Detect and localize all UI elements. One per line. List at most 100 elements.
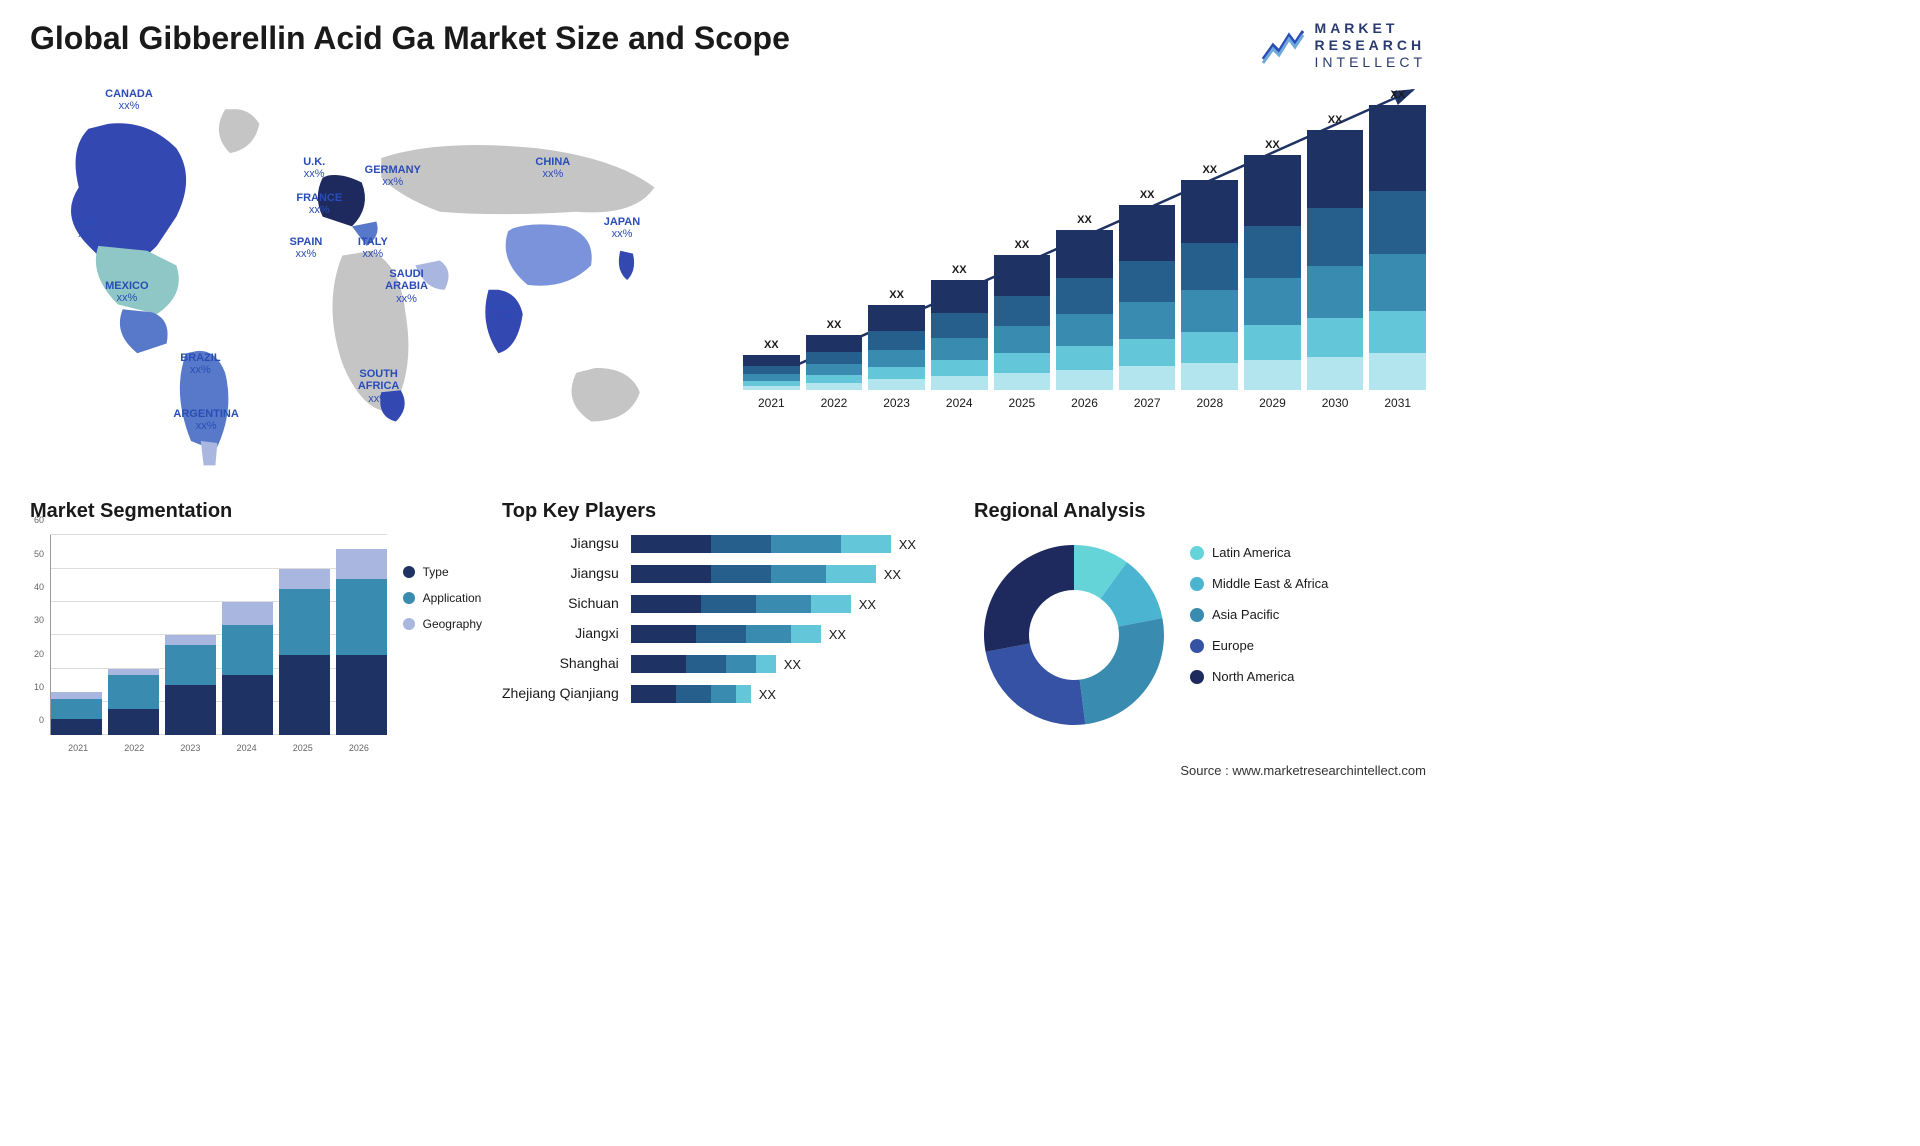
segmentation-bar [279,569,330,736]
year-label: 2022 [821,396,848,410]
bar-value-label: XX [764,339,779,351]
legend-item: Europe [1190,638,1328,653]
segmentation-legend: Type Application Geography [403,535,482,755]
country-callout: SOUTHAFRICAxx% [358,368,400,404]
year-label: 2027 [1134,396,1161,410]
y-tick-label: 40 [34,582,44,592]
bar-value-label: XX [1265,139,1280,151]
bar-value-label: XX [827,319,842,331]
year-label: 2030 [1322,396,1349,410]
legend-item: Type [403,565,482,579]
bar-value-label: XX [1140,189,1155,201]
year-label: 2028 [1196,396,1223,410]
country-callout: INDIAxx% [488,300,518,324]
regional-donut-chart [974,535,1174,735]
legend-item: Application [403,591,482,605]
regional-title: Regional Analysis [974,500,1426,523]
main-chart-bar: XX2024 [931,264,988,410]
donut-slice [984,545,1074,652]
country-callout: ITALYxx% [358,236,388,260]
legend-item: Geography [403,617,482,631]
segmentation-bar [336,549,387,736]
legend-item: Latin America [1190,545,1328,560]
player-value: XX [884,567,901,582]
player-label: Zhejiang Qianjiang [502,685,619,703]
main-chart-bar: XX 2022 [806,319,863,410]
bar-value-label: XX [1328,114,1343,126]
source-attribution: Source : www.marketresearchintellect.com [30,763,1426,778]
world-map: CANADAxx%U.S.xx%MEXICOxx%BRAZILxx%ARGENT… [30,80,713,480]
country-callout: ARGENTINAxx% [173,408,238,432]
regional-panel: Regional Analysis Latin America Middle Ea… [974,500,1426,755]
year-label: 2023 [883,396,910,410]
main-chart-bar: XX 2031 [1369,89,1426,410]
country-callout: FRANCExx% [296,192,342,216]
player-label: Jiangsu [570,535,618,553]
x-tick-label: 2026 [349,743,369,753]
player-label: Jiangxi [575,625,619,643]
main-chart-bar: XX 2023 [868,289,925,410]
player-value: XX [784,657,801,672]
player-label: Shanghai [560,655,619,673]
logo-text-1: MARKET [1315,20,1426,37]
country-callout: U.S.xx% [78,216,99,240]
y-tick-label: 20 [34,649,44,659]
segmentation-bar [51,692,102,735]
year-label: 2025 [1009,396,1036,410]
donut-slice [986,644,1086,726]
country-callout: CHINAxx% [535,156,570,180]
main-chart-bar: XX2021 [743,339,800,410]
main-chart-bar: XX 2029 [1244,139,1301,410]
logo-text-2: RESEARCH [1315,37,1426,54]
country-callout: GERMANYxx% [365,164,421,188]
bar-value-label: XX [952,264,967,276]
segmentation-bar [165,635,216,735]
y-tick-label: 30 [34,615,44,625]
player-value: XX [899,537,916,552]
player-value: XX [829,627,846,642]
y-tick-label: 0 [39,715,44,725]
x-tick-label: 2023 [180,743,200,753]
logo-icon [1259,25,1307,65]
main-chart-bar: XX 2025 [994,239,1051,410]
y-tick-label: 50 [34,549,44,559]
x-tick-label: 2021 [68,743,88,753]
segmentation-panel: Market Segmentation 0102030405060 202120… [30,500,482,755]
player-value: XX [759,687,776,702]
country-callout: SAUDIARABIAxx% [385,268,428,304]
main-chart-bar: XX2026 [1056,214,1113,410]
y-tick-label: 60 [34,515,44,525]
bar-value-label: XX [1390,89,1405,101]
x-tick-label: 2025 [293,743,313,753]
market-size-chart: XX2021XX2022XX2023XX2024XX2025XX2026XX20… [743,80,1426,450]
main-chart-bar: XX2028 [1181,164,1238,410]
segmentation-bar [108,669,159,736]
player-bar: XX [631,535,954,553]
bar-value-label: XX [1077,214,1092,226]
regional-legend: Latin America Middle East & Africa Asia Pa… [1190,535,1328,684]
player-value: XX [859,597,876,612]
year-label: 2031 [1384,396,1411,410]
players-panel: Top Key Players JiangsuJiangsuSichuanJia… [502,500,954,755]
main-chart-bar: XX 2030 [1307,114,1364,410]
segmentation-chart: 0102030405060 202120222023202420252026 [30,535,387,755]
players-chart: XX XX XX XX XX XX [631,535,954,703]
year-label: 2029 [1259,396,1286,410]
country-callout: CANADAxx% [105,88,153,112]
legend-item: Asia Pacific [1190,607,1328,622]
player-bar: XX [631,625,954,643]
country-callout: U.K.xx% [303,156,325,180]
legend-item: Middle East & Africa [1190,576,1328,591]
country-callout: SPAINxx% [290,236,323,260]
donut-slice [1080,619,1164,725]
y-tick-label: 10 [34,682,44,692]
bar-value-label: XX [1015,239,1030,251]
player-bar: XX [631,565,954,583]
x-tick-label: 2022 [124,743,144,753]
bar-value-label: XX [889,289,904,301]
country-callout: JAPANxx% [604,216,640,240]
x-tick-label: 2024 [237,743,257,753]
player-label: Sichuan [568,595,619,613]
country-callout: MEXICOxx% [105,280,148,304]
logo-text-3: INTELLECT [1315,54,1426,71]
